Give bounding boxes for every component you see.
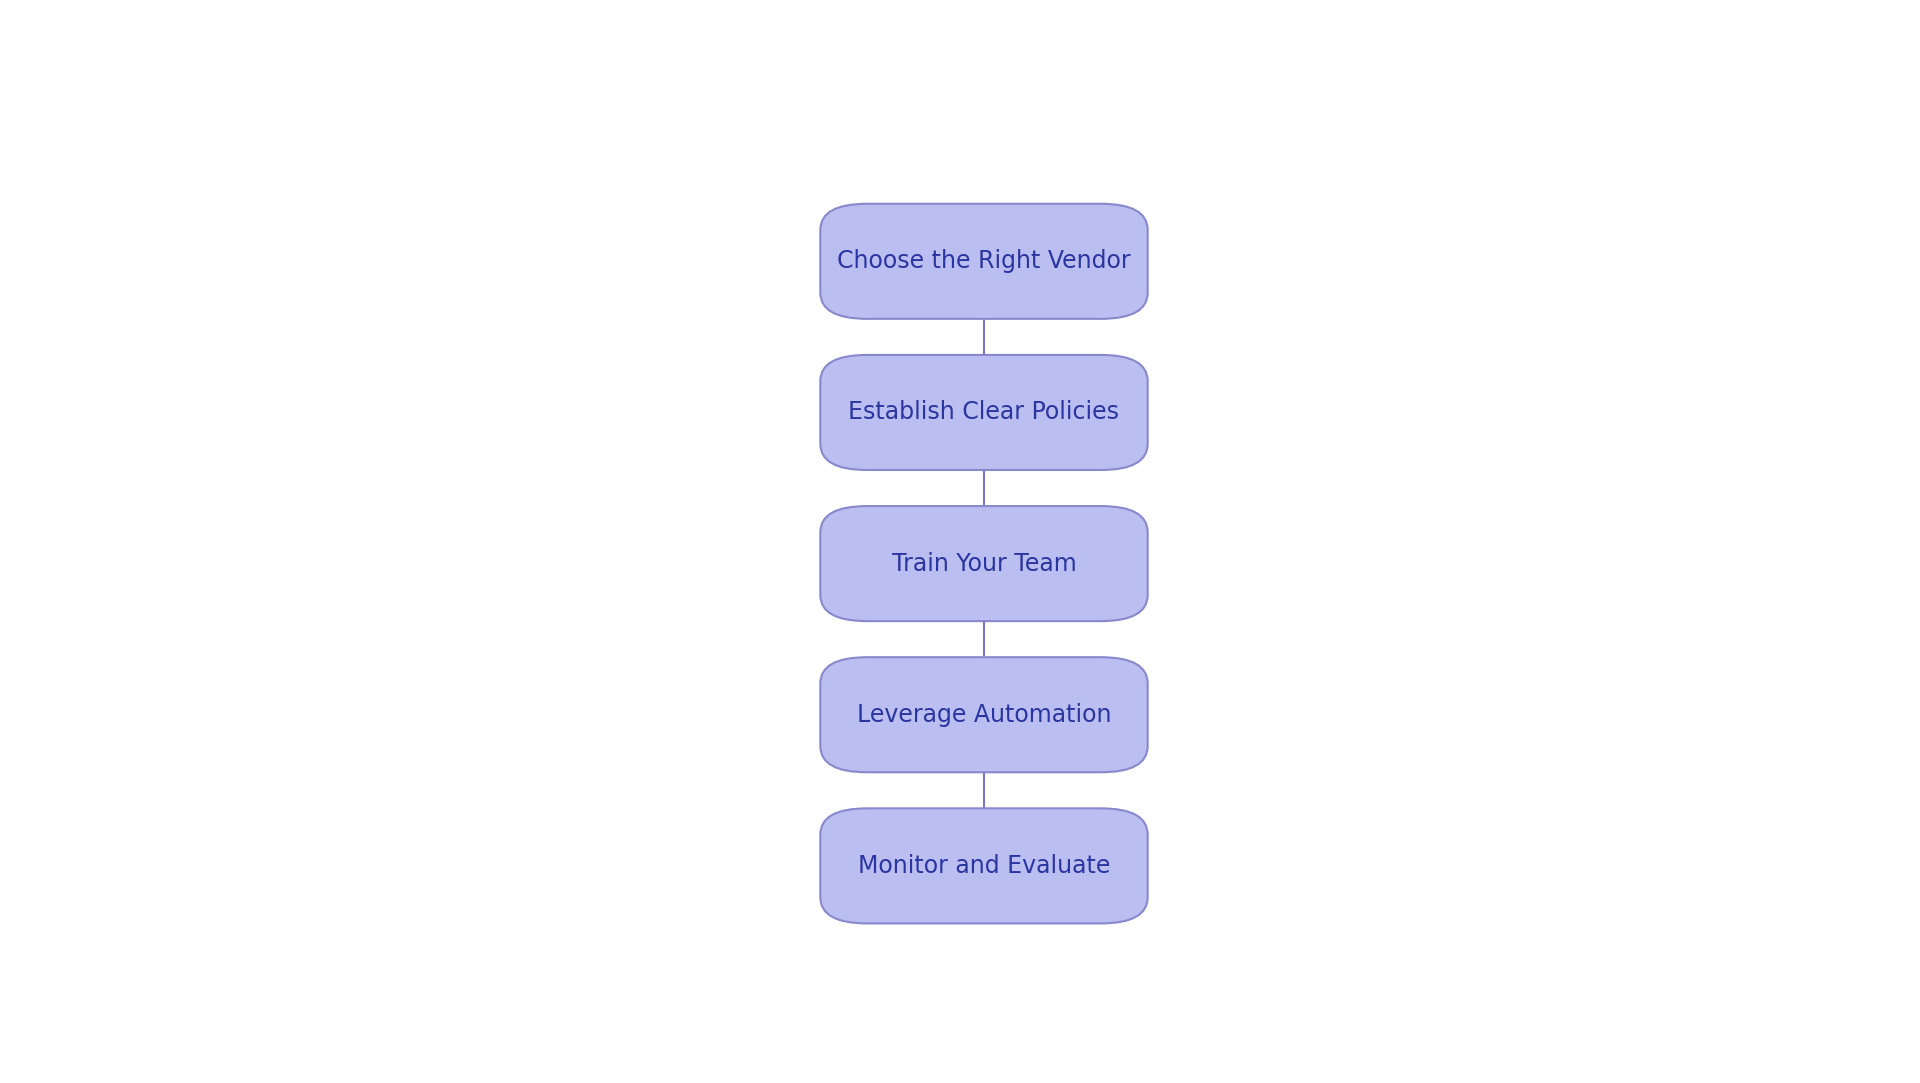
Text: Train Your Team: Train Your Team: [891, 551, 1077, 575]
FancyBboxPatch shape: [820, 808, 1148, 924]
Text: Monitor and Evaluate: Monitor and Evaluate: [858, 853, 1110, 878]
FancyBboxPatch shape: [820, 506, 1148, 622]
FancyBboxPatch shape: [820, 204, 1148, 318]
FancyBboxPatch shape: [820, 657, 1148, 772]
Text: Establish Clear Policies: Establish Clear Policies: [849, 401, 1119, 425]
Text: Choose the Right Vendor: Choose the Right Vendor: [837, 249, 1131, 273]
Text: Leverage Automation: Leverage Automation: [856, 703, 1112, 727]
FancyBboxPatch shape: [820, 355, 1148, 470]
